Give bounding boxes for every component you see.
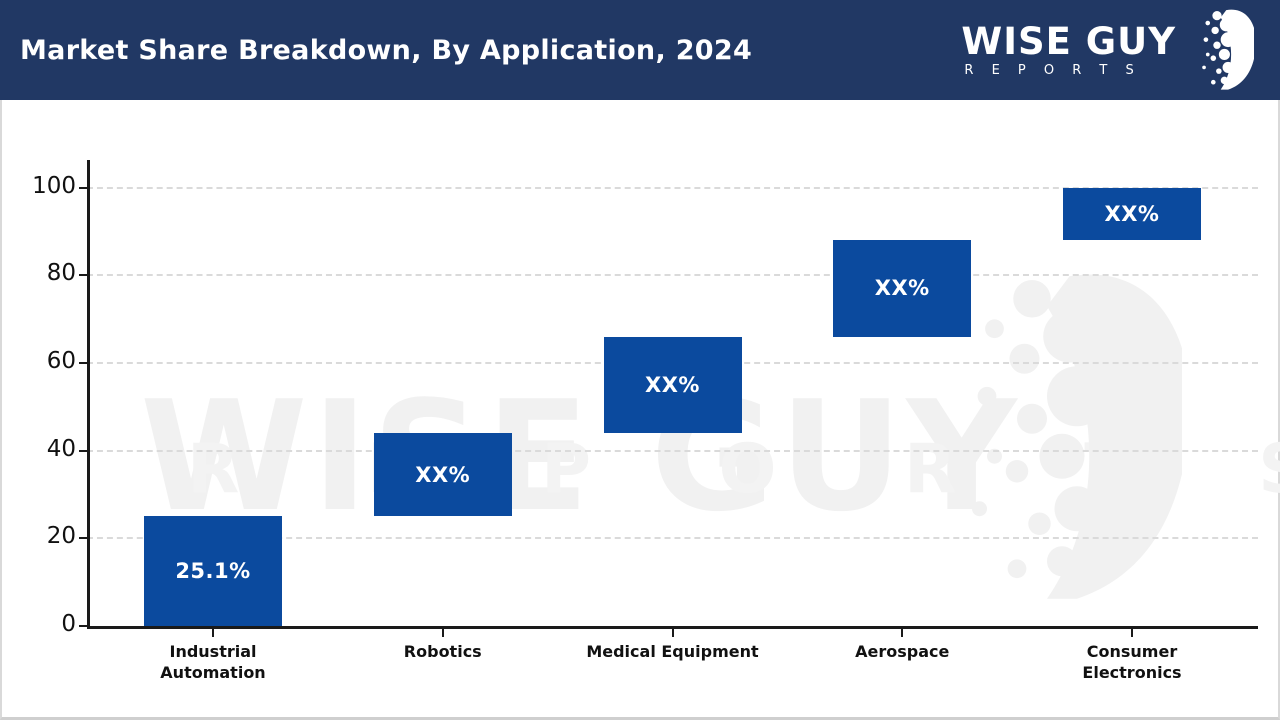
x-tick-label-line: Automation xyxy=(160,662,266,682)
y-tickmark-60 xyxy=(79,361,87,364)
header: Market Share Breakdown, By Application, … xyxy=(0,0,1280,100)
y-axis-line xyxy=(87,160,90,626)
x-tick-label: Robotics xyxy=(333,642,553,663)
y-tickmark-80 xyxy=(79,274,87,277)
watermark-wordmark: WISE GUY xyxy=(140,368,1021,545)
bar-value-label: XX% xyxy=(1104,201,1160,226)
gridline-100 xyxy=(87,186,1258,189)
x-tickmark-0 xyxy=(212,629,214,637)
x-axis-line xyxy=(87,626,1258,629)
y-tickmark-0 xyxy=(79,625,87,627)
gridline-40 xyxy=(87,449,1258,452)
bar-medical-equipment: XX% xyxy=(603,336,742,434)
x-tick-label-line: Consumer xyxy=(1086,642,1178,661)
x-tick-label: Industrial Automation xyxy=(103,642,323,684)
bar-industrial-automation: 25.1% xyxy=(144,515,282,626)
x-tickmark-1 xyxy=(441,629,444,637)
page-title: Market Share Breakdown, By Application, … xyxy=(20,34,753,66)
logo-text: WISE GUY R E P O R T S xyxy=(961,23,1176,78)
wise-guy-reports-logo: WISE GUY R E P O R T S xyxy=(961,6,1257,94)
bar-value-label: XX% xyxy=(645,372,700,397)
watermark-dotted-head-icon xyxy=(882,220,1191,644)
x-tick-label-line: Medical Equipment xyxy=(586,642,759,661)
bar-robotics: XX% xyxy=(373,433,512,516)
x-tickmark-3 xyxy=(901,629,904,637)
y-tickmark-40 xyxy=(79,449,87,452)
y-tick-label: 80 xyxy=(46,260,76,287)
bar-aerospace: XX% xyxy=(833,240,972,337)
x-tick-label-line: Electronics xyxy=(1082,662,1182,682)
x-tick-label-line: Industrial xyxy=(169,642,257,661)
bar-value-label: 25.1% xyxy=(175,558,251,583)
plot: 0 20 40 60 80 100 25.1% Industrial Automation XX%… xyxy=(2,100,1278,717)
x-tick-label-line: Aerospace xyxy=(855,642,950,661)
y-tickmark-100 xyxy=(79,186,87,189)
bar-consumer-electronics: XX% xyxy=(1063,187,1201,241)
y-tick-label: 0 xyxy=(61,611,76,637)
x-tickmark-4 xyxy=(1131,629,1133,637)
bar-value-label: XX% xyxy=(415,462,471,487)
x-tickmark-2 xyxy=(671,629,674,637)
gridline-80 xyxy=(87,274,1258,277)
logo-wordmark: WISE GUY xyxy=(961,19,1176,63)
y-tickmark-20 xyxy=(79,537,87,540)
gridline-20 xyxy=(87,537,1258,540)
chart-area: WISE GUY R E P O R T S 0 20 40 60 80 100 25.1%… xyxy=(0,100,1280,720)
y-tick-label: 40 xyxy=(46,435,76,462)
y-tick-label: 60 xyxy=(46,347,76,374)
x-tick-label-line: Robotics xyxy=(403,642,482,661)
bar-value-label: XX% xyxy=(874,276,930,301)
x-tick-label: Aerospace xyxy=(792,642,1012,663)
logo-subtitle: R E P O R T S xyxy=(964,62,1141,78)
x-tick-label: Medical Equipment xyxy=(563,642,783,663)
x-tick-label: Consumer Electronics xyxy=(1022,642,1242,684)
y-tick-label: 20 xyxy=(46,523,76,550)
y-tick-label: 100 xyxy=(32,172,76,199)
dotted-head-icon xyxy=(1180,6,1257,94)
